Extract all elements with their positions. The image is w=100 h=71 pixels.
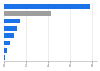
Bar [4, 26, 17, 31]
Bar [4, 41, 10, 46]
Bar [4, 19, 20, 24]
Bar [4, 11, 51, 16]
Bar [4, 33, 14, 38]
Bar [4, 55, 5, 60]
Bar [4, 48, 7, 53]
Bar [4, 4, 90, 9]
